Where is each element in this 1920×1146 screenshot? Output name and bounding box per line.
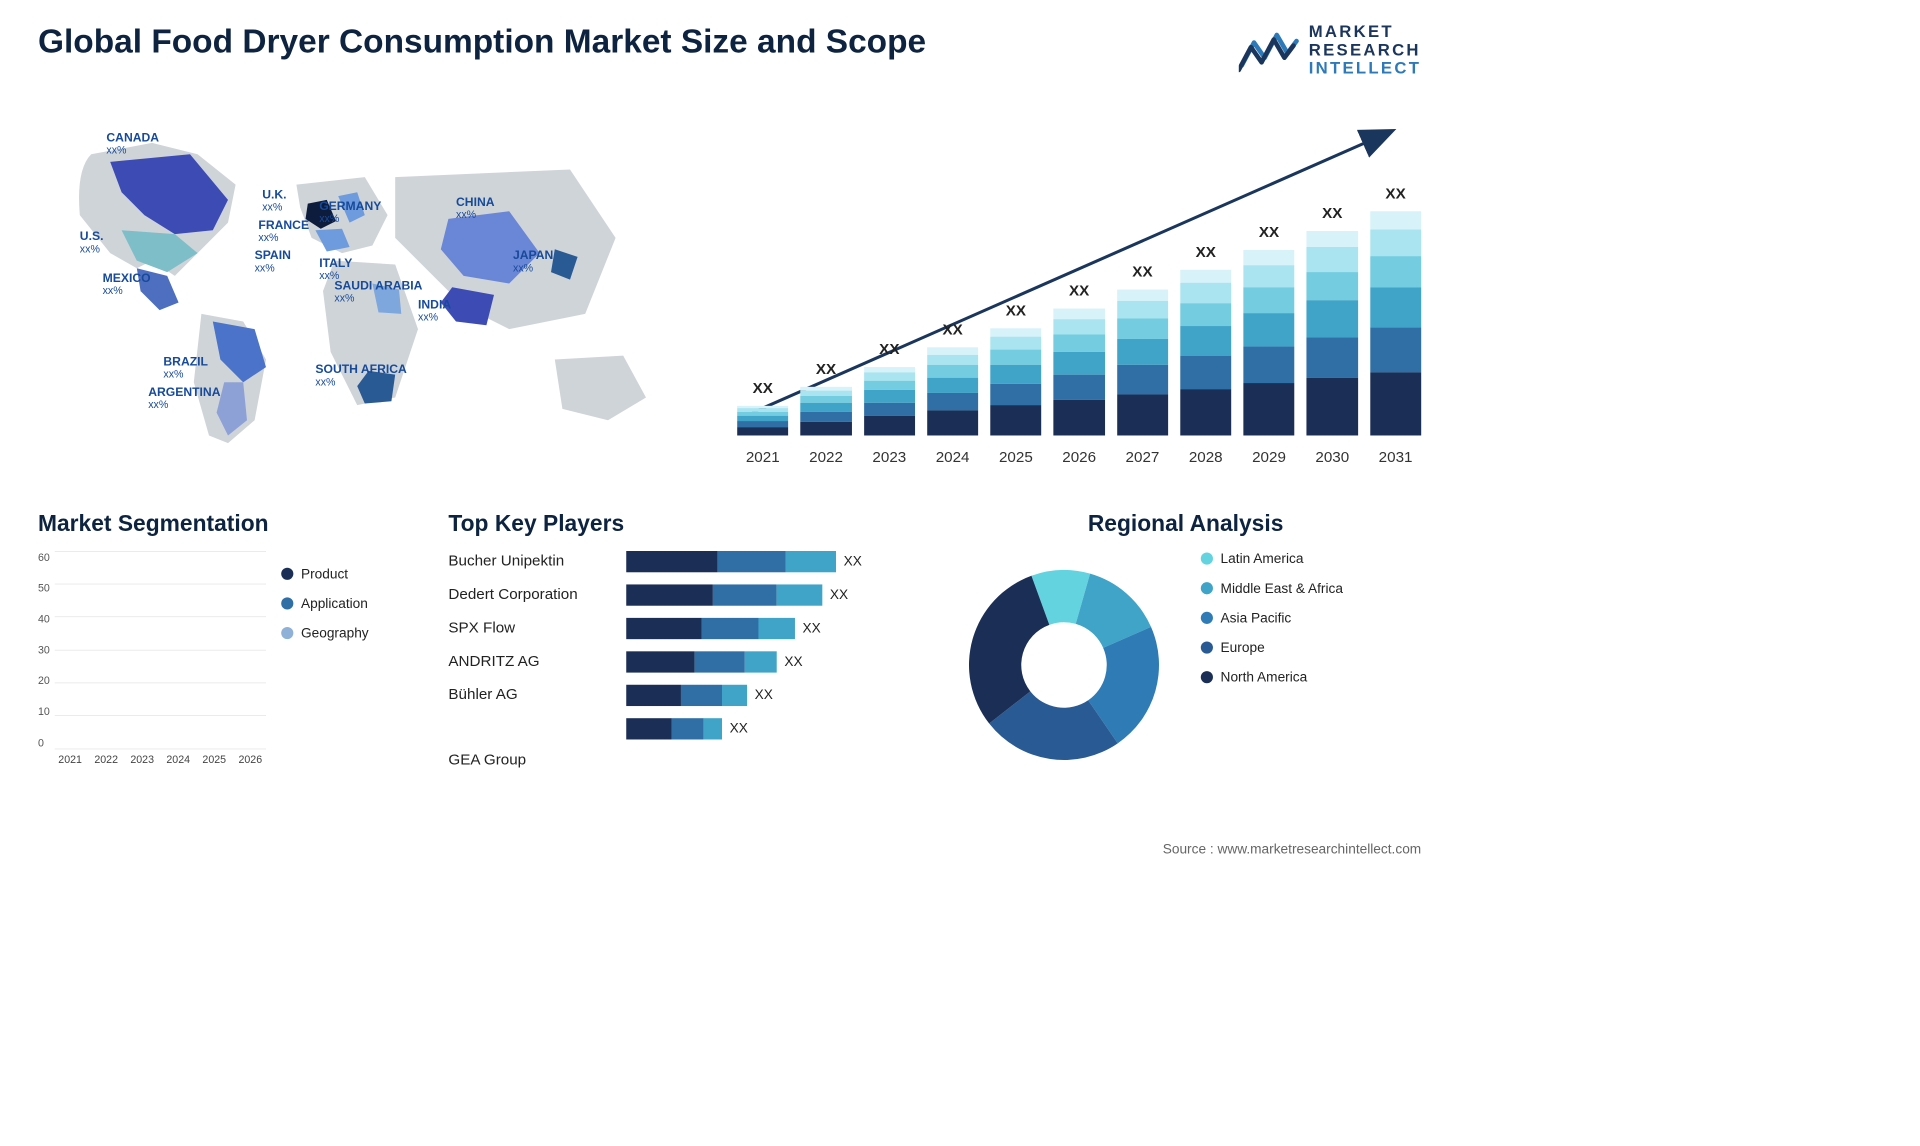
keyplayer-row: XX [448, 718, 919, 739]
region-legend-item: North America [1201, 669, 1343, 685]
regional-title: Regional Analysis [950, 511, 1421, 537]
growth-bar-2021: XX [737, 406, 788, 435]
source-text: Source : www.marketresearchintellect.com [1163, 841, 1421, 857]
region-legend-item: Europe [1201, 640, 1343, 656]
logo-text-2: RESEARCH [1309, 41, 1421, 59]
map-label-italy: ITALYxx% [319, 257, 352, 282]
growth-bar-2024: XX [927, 348, 978, 436]
growth-xlabel: 2021 [737, 443, 788, 481]
growth-bar-2026: XX [1054, 309, 1105, 435]
keyplayer-row: Dedert CorporationXX [448, 584, 919, 605]
growth-xlabel: 2031 [1370, 443, 1421, 481]
growth-bar-2030: XX [1307, 231, 1358, 435]
map-label-china: CHINAxx% [456, 196, 495, 221]
keyplayer-row: Bucher UnipektinXX [448, 551, 919, 572]
keyplayer-row: Bühler AGXX [448, 684, 919, 705]
logo-text-3: INTELLECT [1309, 60, 1421, 78]
growth-xlabel: 2026 [1054, 443, 1105, 481]
growth-chart: XXXXXXXXXXXXXXXXXXXXXX 20212022202320242… [737, 101, 1421, 481]
map-label-u.k.: U.K.xx% [262, 188, 286, 213]
growth-xlabel: 2024 [927, 443, 978, 481]
map-label-france: FRANCExx% [258, 219, 309, 244]
map-label-argentina: ARGENTINAxx% [148, 386, 220, 411]
growth-bar-2023: XX [864, 367, 915, 435]
growth-bar-2028: XX [1180, 270, 1231, 435]
keyplayer-row: ANDRITZ AGXX [448, 651, 919, 672]
region-legend-item: Latin America [1201, 551, 1343, 567]
keyplayer-row: SPX FlowXX [448, 618, 919, 639]
seg-legend-item: Geography [281, 625, 368, 641]
map-label-south-africa: SOUTH AFRICAxx% [315, 363, 406, 388]
growth-xlabel: 2022 [800, 443, 851, 481]
growth-bar-2027: XX [1117, 289, 1168, 435]
map-label-india: INDIAxx% [418, 298, 451, 323]
map-label-canada: CANADAxx% [106, 131, 159, 156]
growth-xlabel: 2029 [1243, 443, 1294, 481]
logo-mark-icon [1239, 28, 1300, 74]
world-map: CANADAxx% U.S.xx% MEXICOxx% BRAZILxx% ARGENT… [38, 101, 707, 481]
logo-text-1: MARKET [1309, 23, 1421, 41]
keyplayers-title: Top Key Players [448, 511, 919, 537]
growth-bar-2025: XX [990, 328, 1041, 435]
map-label-u.s.: U.S.xx% [80, 230, 104, 255]
map-label-saudi-arabia: SAUDI ARABIAxx% [334, 279, 422, 304]
growth-xlabel: 2027 [1117, 443, 1168, 481]
map-label-spain: SPAINxx% [255, 249, 291, 274]
growth-bar-2022: XX [800, 387, 851, 436]
seg-legend-item: Application [281, 596, 368, 612]
region-legend-item: Middle East & Africa [1201, 580, 1343, 596]
map-label-japan: JAPANxx% [513, 249, 553, 274]
page-title: Global Food Dryer Consumption Market Siz… [38, 23, 926, 61]
growth-xlabel: 2028 [1180, 443, 1231, 481]
segmentation-title: Market Segmentation [38, 511, 418, 537]
region-legend-item: Asia Pacific [1201, 610, 1343, 626]
growth-bar-2031: XX [1370, 211, 1421, 435]
growth-bar-2029: XX [1243, 250, 1294, 435]
map-label-mexico: MEXICOxx% [103, 272, 151, 297]
growth-xlabel: 2025 [990, 443, 1041, 481]
donut-chart [950, 551, 1178, 779]
map-label-brazil: BRAZILxx% [163, 355, 208, 380]
growth-xlabel: 2023 [864, 443, 915, 481]
seg-legend-item: Product [281, 566, 368, 582]
growth-xlabel: 2030 [1307, 443, 1358, 481]
map-label-germany: GERMANYxx% [319, 200, 381, 225]
brand-logo: MARKET RESEARCH INTELLECT [1239, 23, 1421, 78]
